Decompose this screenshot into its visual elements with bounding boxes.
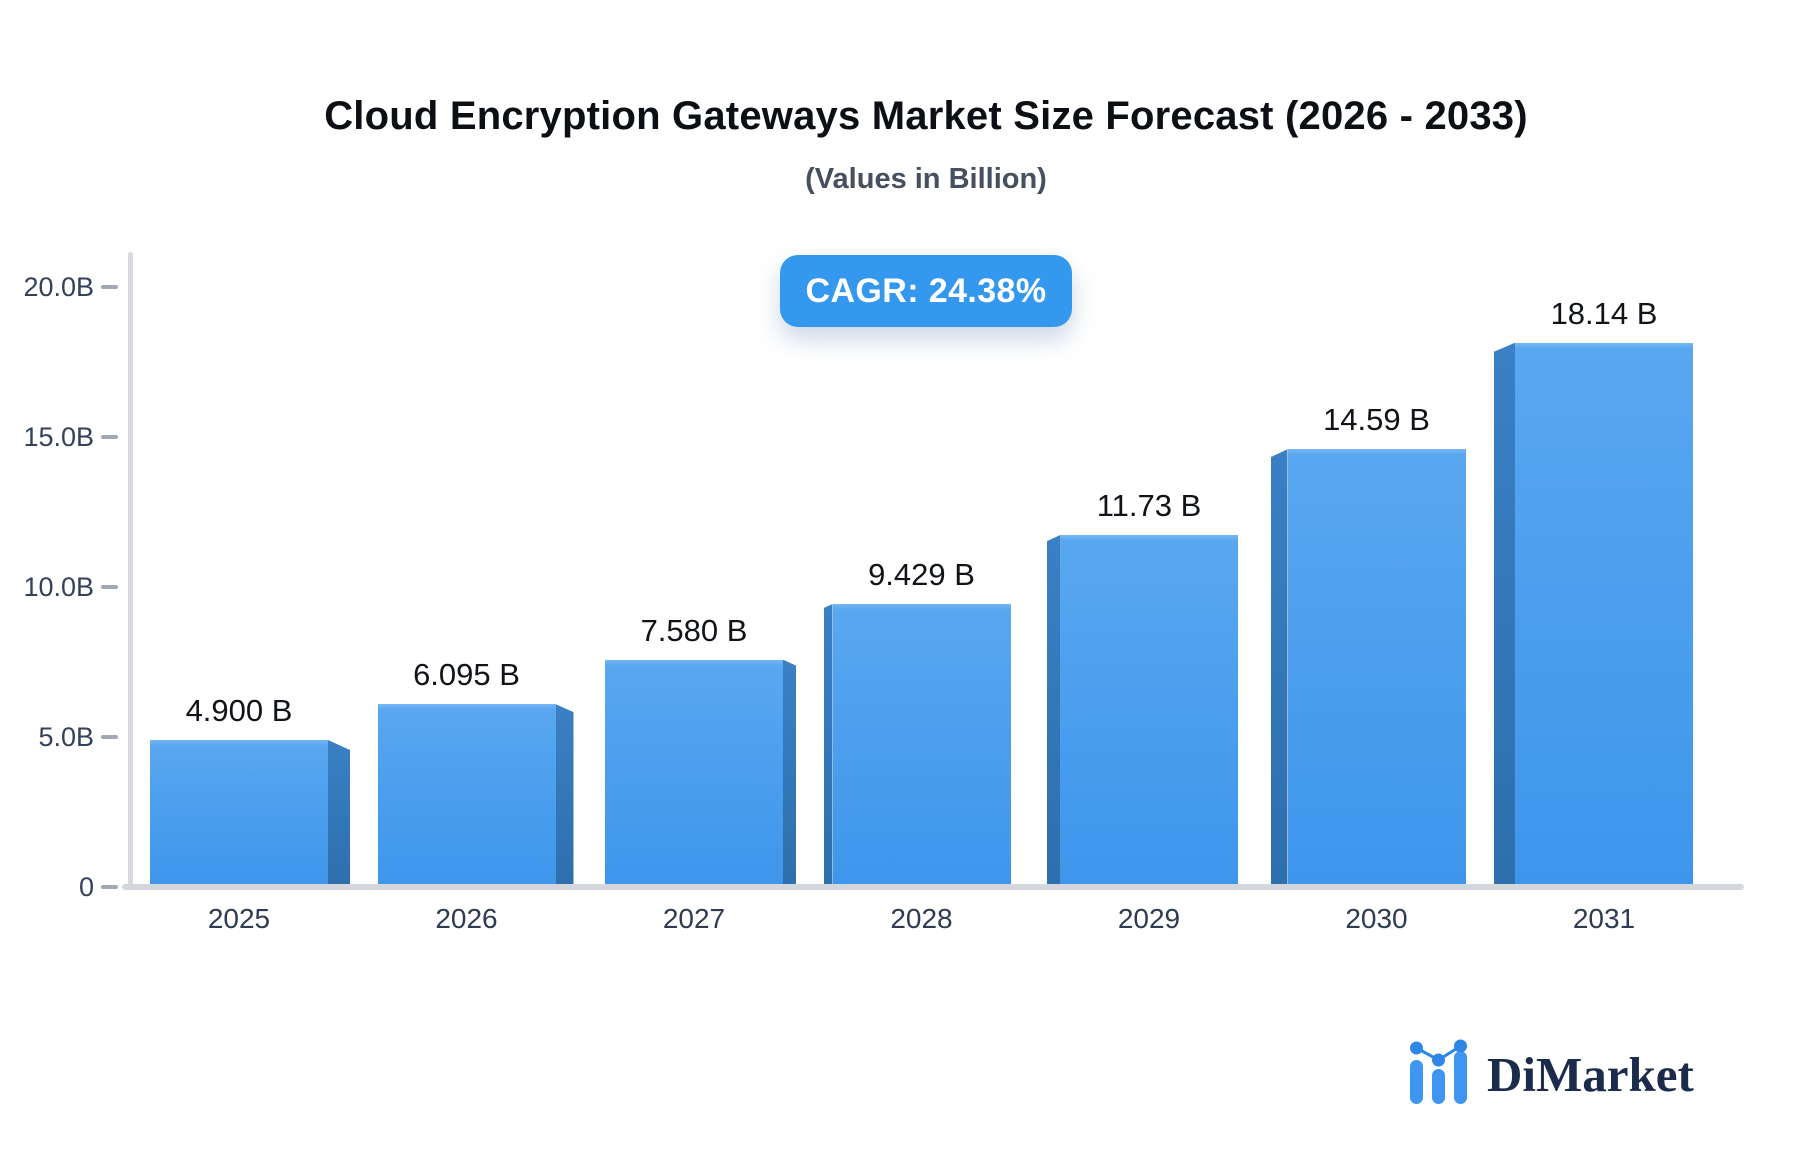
bar-value-2028: 9.429 B [868, 557, 975, 593]
bar-side-2031 [1494, 342, 1515, 887]
y-tick-label: 5.0B [38, 722, 94, 752]
cagr-badge-label: CAGR: 24.38% [805, 271, 1047, 310]
bar-chart-trend-icon [1410, 1039, 1467, 1104]
x-tick-label-2029: 2029 [1117, 903, 1181, 934]
bar-value-2029: 11.73 B [1096, 488, 1202, 524]
x-tick-label-2028: 2028 [890, 903, 953, 934]
bar-side-2025 [328, 740, 350, 887]
x-tick-label-2025: 2025 [207, 903, 271, 934]
bar-value-2031: 18.14 B [1550, 295, 1658, 331]
bar-2026[interactable] [377, 704, 556, 887]
x-tick-label-2027: 2027 [662, 903, 726, 934]
y-tick-dash [101, 735, 118, 739]
bar-side-2027 [783, 659, 796, 887]
bar-2025[interactable] [150, 740, 328, 887]
cagr-badge: CAGR: 24.38% [780, 255, 1072, 327]
bar-value-2030: 14.59 B [1323, 402, 1430, 438]
bar-side-2026 [555, 704, 574, 887]
x-tick-label-2026: 2026 [435, 903, 498, 934]
bar-value-2025: 4.900 B [185, 693, 293, 728]
dimarket-logo[interactable]: DiMarket [1408, 1036, 1694, 1108]
bar-value-2026: 6.095 B [413, 657, 520, 693]
x-tick-label-2030: 2030 [1345, 903, 1408, 934]
bar-2029[interactable] [1060, 535, 1238, 887]
x-tick-label-2031: 2031 [1572, 903, 1636, 934]
bar-side-2028 [823, 604, 833, 887]
x-axis-line [122, 884, 1744, 890]
y-tick-dash [101, 435, 118, 439]
bar-value-2027: 7.580 B [640, 612, 748, 648]
y-tick-dash [101, 285, 118, 289]
y-tick-label: 15.0B [23, 422, 94, 452]
y-tick-label: 10.0B [23, 572, 94, 602]
bar-2027[interactable] [605, 659, 783, 887]
y-tick-label: 0 [78, 872, 94, 902]
page-title: Cloud Encryption Gateways Market Size Fo… [324, 94, 1528, 138]
bar-2031[interactable] [1515, 342, 1693, 887]
y-tick-dash [101, 885, 118, 889]
y-axis-line [128, 252, 133, 889]
bar-side-2029 [1047, 535, 1060, 887]
bar-2028[interactable] [832, 604, 1011, 887]
page-subtitle: (Values in Billion) [805, 163, 1047, 195]
bar-2030[interactable] [1287, 449, 1466, 887]
dimarket-logo-text: DiMarket [1487, 1047, 1694, 1102]
y-tick-dash [101, 585, 118, 589]
y-tick-label: 20.0B [23, 272, 94, 302]
bar-side-2030 [1270, 449, 1288, 887]
